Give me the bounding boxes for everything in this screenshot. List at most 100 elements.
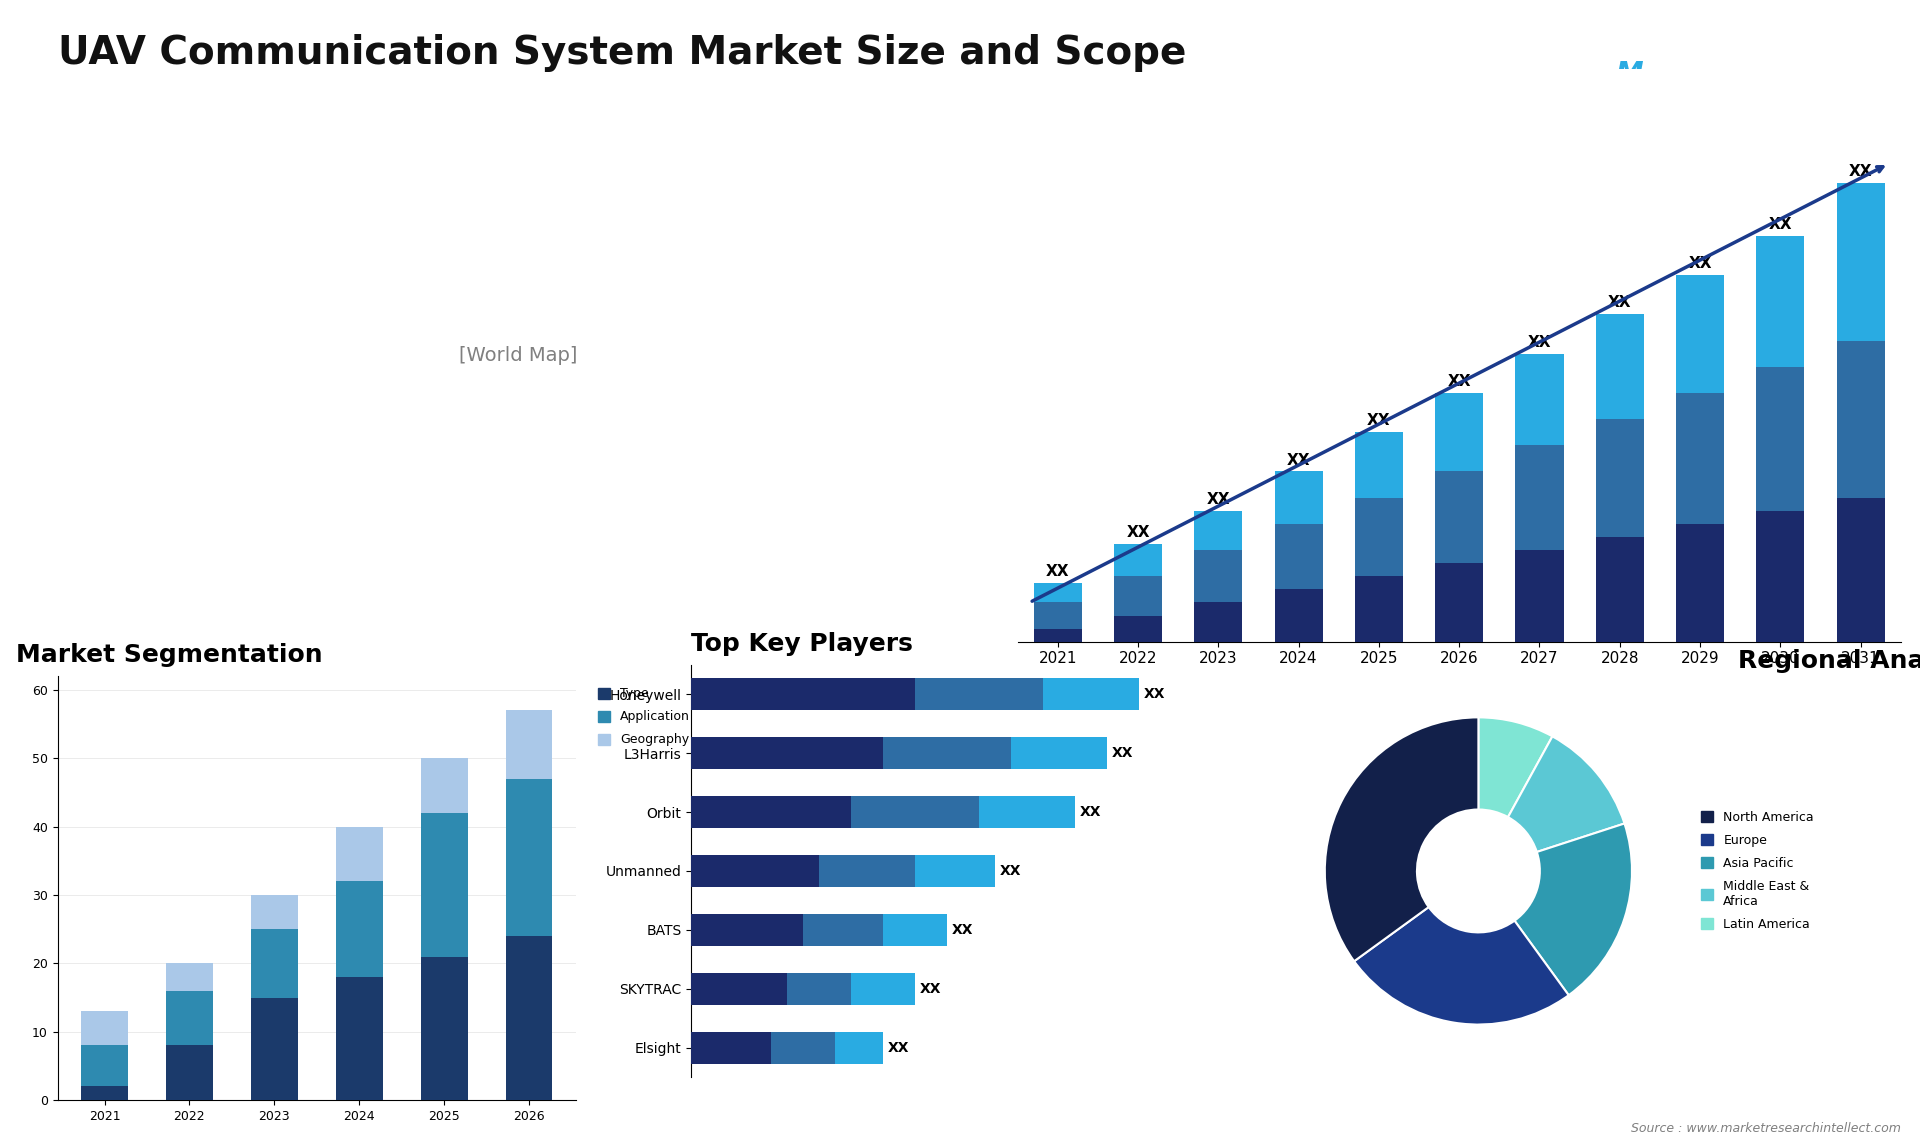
Bar [691,973,787,1005]
Bar [1275,524,1323,589]
Bar [1757,511,1805,642]
Bar [835,1031,883,1063]
Bar [883,737,1012,769]
Text: XX: XX [1046,564,1069,579]
Bar [1194,550,1242,603]
Bar [165,1045,213,1100]
Wedge shape [1478,717,1553,817]
Bar [81,1045,129,1086]
Bar [1114,576,1162,615]
Bar [691,795,851,829]
Bar [1434,563,1484,642]
Bar [787,973,851,1005]
Bar [883,913,947,947]
Text: XX: XX [952,923,973,937]
Text: XX: XX [1688,256,1713,272]
Text: XX: XX [1528,335,1551,350]
Text: [World Map]: [World Map] [459,346,578,364]
Bar [691,913,803,947]
Bar [1676,524,1724,642]
Bar [252,929,298,997]
Bar [1676,393,1724,524]
Bar [165,964,213,991]
Text: XX: XX [1768,217,1791,231]
Legend: Type, Application, Geography: Type, Application, Geography [593,682,695,752]
Bar [505,711,553,779]
Text: XX: XX [1448,374,1471,388]
Bar [1356,576,1404,642]
Text: M: M [1617,61,1644,88]
Bar [1012,737,1108,769]
Text: XX: XX [1112,746,1133,760]
Wedge shape [1354,908,1569,1025]
Bar [1515,446,1563,550]
Bar [1033,603,1081,629]
Text: Top Key Players: Top Key Players [691,631,914,656]
Bar [420,813,468,957]
Bar [420,759,468,813]
Bar [505,936,553,1100]
Bar [1757,236,1805,367]
Bar [916,678,1043,711]
Bar [820,855,916,887]
Bar [1434,393,1484,471]
Bar [851,973,916,1005]
Text: Source : www.marketresearchintellect.com: Source : www.marketresearchintellect.com [1630,1122,1901,1135]
Bar [1194,511,1242,550]
Bar [1434,471,1484,563]
Text: XX: XX [1079,804,1102,819]
Text: XX: XX [920,982,941,996]
Bar [336,826,382,881]
Bar [1676,275,1724,393]
Bar [691,737,883,769]
Text: XX: XX [1286,453,1309,468]
Bar [1043,678,1139,711]
Bar [691,678,916,711]
Bar [1194,603,1242,642]
Bar [505,779,553,936]
Bar [81,1086,129,1100]
Legend: North America, Europe, Asia Pacific, Middle East &
Africa, Latin America: North America, Europe, Asia Pacific, Mid… [1695,806,1818,936]
Bar [1837,340,1885,497]
Bar [420,957,468,1100]
Text: XX: XX [1206,492,1231,507]
Wedge shape [1325,717,1478,961]
Bar [1837,183,1885,340]
Bar [979,795,1075,829]
Bar [1356,497,1404,576]
Bar [691,855,820,887]
Text: XX: XX [1144,688,1165,701]
Bar [1596,537,1644,642]
Bar [1515,550,1563,642]
Text: UAV Communication System Market Size and Scope: UAV Communication System Market Size and… [58,34,1187,72]
Bar [851,795,979,829]
Text: XX: XX [1127,525,1150,540]
Bar [1275,589,1323,642]
Bar [1596,314,1644,419]
Bar [1356,432,1404,497]
Text: XX: XX [1609,296,1632,311]
Bar [336,978,382,1100]
Bar [1757,367,1805,511]
Bar [916,855,995,887]
Bar [1114,543,1162,576]
Bar [1114,615,1162,642]
Bar [252,997,298,1100]
Bar [165,991,213,1045]
Bar [691,1031,772,1063]
Text: Market Segmentation: Market Segmentation [15,643,323,667]
Title: Regional Analysis: Regional Analysis [1738,649,1920,673]
Bar [1515,354,1563,446]
Text: MARKET
RESEARCH
INTELLECT: MARKET RESEARCH INTELLECT [1699,58,1757,91]
Text: XX: XX [1367,414,1390,429]
Text: XX: XX [1000,864,1021,878]
Bar [81,1011,129,1045]
Wedge shape [1515,824,1632,995]
Bar [772,1031,835,1063]
Bar [1275,471,1323,524]
Bar [1596,419,1644,537]
Bar [252,895,298,929]
Bar [1033,629,1081,642]
Bar [1837,497,1885,642]
Bar [336,881,382,978]
